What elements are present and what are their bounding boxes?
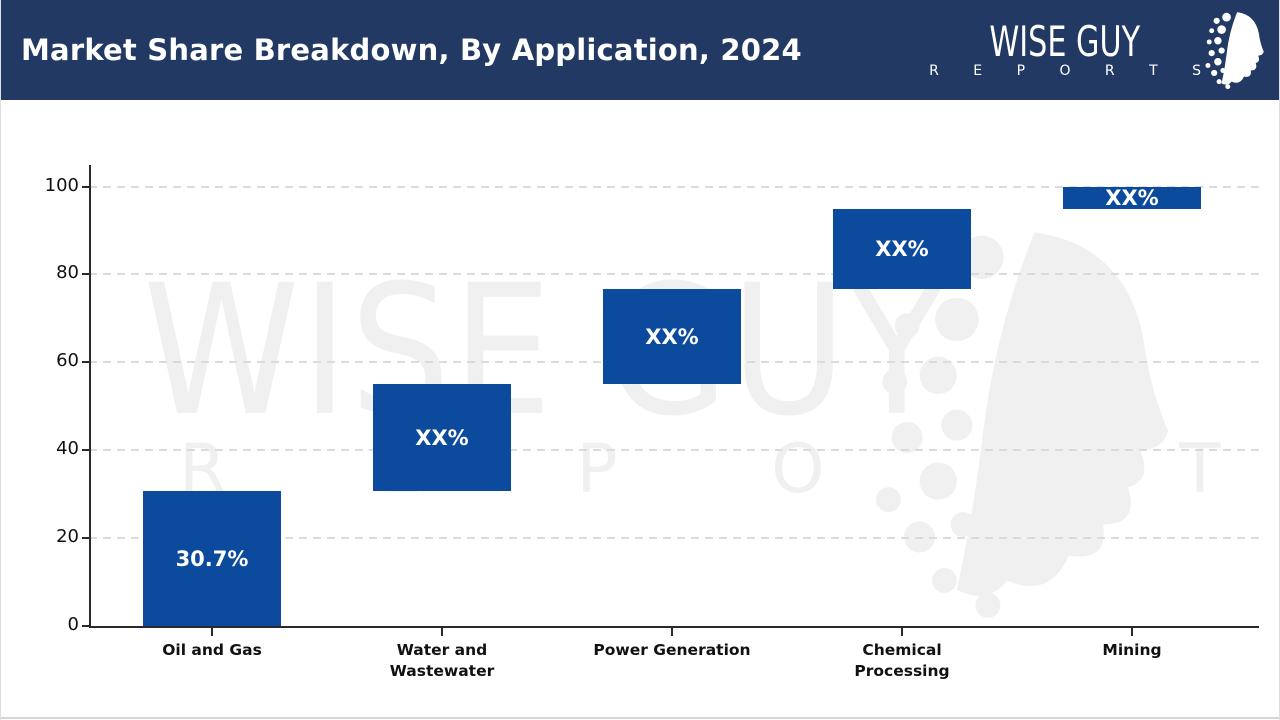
x-category-label-chemical-processing: Chemical Processing xyxy=(854,641,950,680)
bar-value-label: XX% xyxy=(415,425,469,450)
bar-oil-and-gas: 30.7% xyxy=(143,491,281,626)
y-axis-line xyxy=(89,165,91,628)
y-tick-label: 100 xyxy=(44,174,79,196)
logo-wordmark: WISE GUY xyxy=(989,16,1141,66)
gridline-40 xyxy=(89,449,1259,452)
x-tick-mark xyxy=(441,628,443,636)
x-category-label-water-and-wastewater: Water and Wastewater xyxy=(389,641,495,680)
y-tick-label: 0 xyxy=(67,614,79,635)
bar-mining: XX% xyxy=(1063,185,1201,210)
x-axis-line xyxy=(89,626,1259,628)
y-tick-mark xyxy=(82,537,89,540)
bar-value-label: 30.7% xyxy=(175,546,249,571)
bar-water-and-wastewater: XX% xyxy=(373,384,511,492)
page-title: Market Share Breakdown, By Application, … xyxy=(21,33,802,67)
logo-text: WISE GUY R E P O R T S xyxy=(929,16,1201,79)
bar-value-label: XX% xyxy=(1105,185,1159,210)
y-tick-label: 20 xyxy=(56,526,79,548)
bar-chemical-processing: XX% xyxy=(833,209,971,290)
bar-value-label: XX% xyxy=(875,237,929,262)
x-tick-mark xyxy=(211,628,213,636)
logo-subtitle: R E P O R T S xyxy=(929,62,1216,79)
y-tick-mark xyxy=(82,273,89,276)
x-tick-mark xyxy=(901,628,903,636)
logo-head-icon xyxy=(1205,12,1264,90)
y-tick-label: 40 xyxy=(56,438,79,460)
gridline-100 xyxy=(89,185,1259,188)
wise-guy-logo: WISE GUY R E P O R T S xyxy=(929,6,1265,94)
y-tick-mark xyxy=(82,625,89,627)
y-tick-mark xyxy=(82,185,89,188)
y-tick-label: 60 xyxy=(56,350,79,372)
x-tick-mark xyxy=(1131,628,1133,636)
x-tick-mark xyxy=(671,628,673,636)
footer-divider xyxy=(1,717,1279,719)
x-category-label-mining: Mining xyxy=(1102,641,1162,659)
gridline-20 xyxy=(89,537,1259,540)
y-tick-label: 80 xyxy=(56,262,79,284)
bar-power-generation: XX% xyxy=(603,289,741,385)
bar-value-label: XX% xyxy=(645,324,699,349)
gridline-80 xyxy=(89,273,1259,276)
header-bar: Market Share Breakdown, By Application, … xyxy=(1,0,1279,100)
x-category-label-oil-and-gas: Oil and Gas xyxy=(162,641,262,659)
x-category-label-power-generation: Power Generation xyxy=(593,641,751,659)
y-tick-mark xyxy=(82,361,89,364)
y-tick-mark xyxy=(82,449,89,452)
